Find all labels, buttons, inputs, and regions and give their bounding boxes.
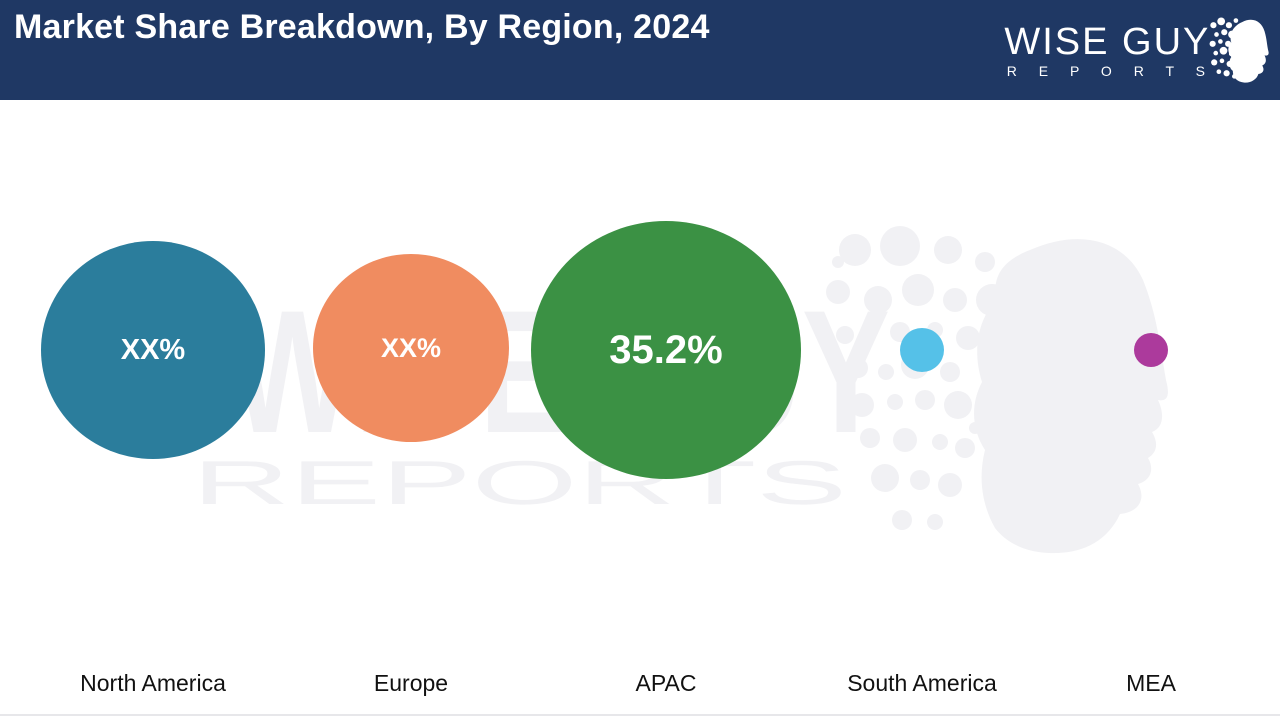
bottom-divider	[0, 714, 1280, 716]
page-title: Market Share Breakdown, By Region, 2024	[14, 8, 710, 46]
logo-text: WISE GUY R E P O R T S	[1001, 22, 1214, 79]
logo-subtitle: R E P O R T S	[1006, 62, 1214, 79]
category-label-apac: APAC	[635, 670, 697, 696]
bubble-south-america	[900, 328, 944, 372]
category-label-mea: MEA	[1126, 670, 1176, 696]
logo-wordmark: WISE GUY	[1004, 20, 1211, 63]
category-label-south-america: South America	[847, 670, 997, 696]
bubble-north-america: XX%	[41, 241, 265, 459]
bubble-mea	[1134, 333, 1168, 367]
svg-text:REPORTS: REPORTS	[192, 449, 847, 518]
wiseguy-head-icon	[1209, 17, 1269, 83]
bubble-europe: XX%	[313, 254, 509, 442]
wiseguy-logo: WISE GUY R E P O R T S	[1001, 5, 1270, 95]
bubble-value-europe: XX%	[380, 332, 442, 363]
category-label-north-america: North America	[80, 670, 226, 696]
bubble-value-apac: 35.2%	[609, 327, 723, 372]
bubble-apac: 35.2%	[531, 221, 801, 479]
header-bar: Market Share Breakdown, By Region, 2024 …	[0, 0, 1280, 100]
category-label-europe: Europe	[373, 670, 449, 696]
chart-area: WISE GUY REPORTS XX%	[0, 100, 1280, 720]
bubble-value-north-america: XX%	[120, 333, 186, 366]
